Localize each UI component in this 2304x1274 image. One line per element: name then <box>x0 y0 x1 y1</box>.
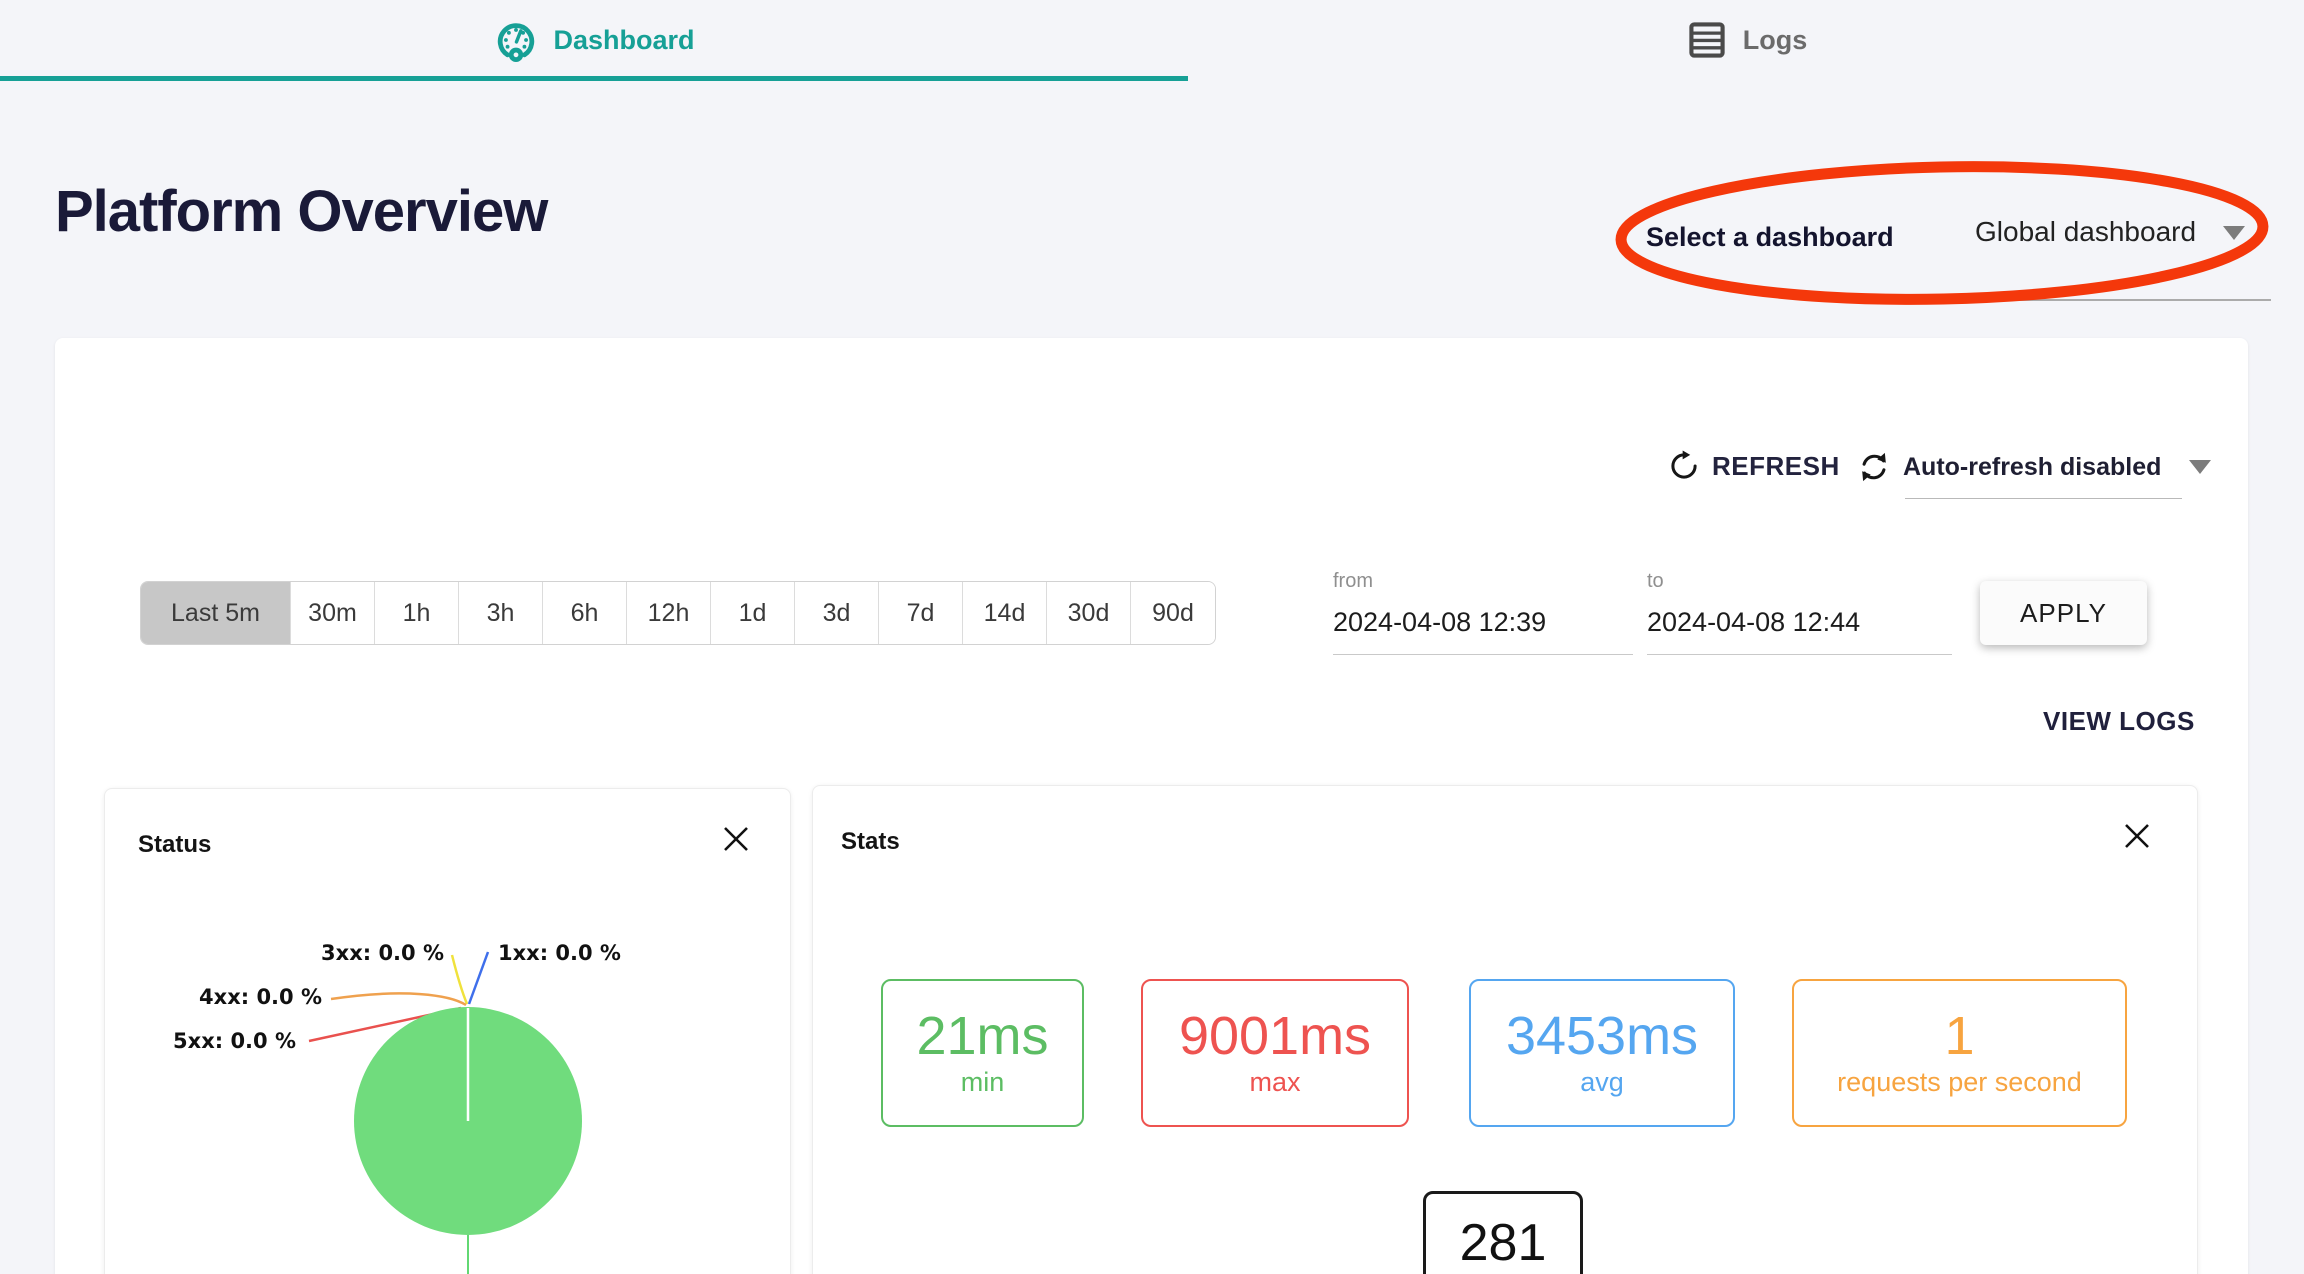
view-logs-link[interactable]: VIEW LOGS <box>2043 706 2195 736</box>
stat-rps-value: 1 <box>1944 1006 1975 1067</box>
time-range-30m[interactable]: 30m <box>291 582 375 644</box>
pie-label-3xx: 3xx: 0.0 % <box>321 941 444 965</box>
stat-max-label: max <box>1249 1066 1301 1097</box>
close-stats-panel-button[interactable] <box>2121 820 2153 857</box>
dashboard-select[interactable]: Global dashboard <box>1975 212 2271 301</box>
refresh-button[interactable]: REFRESH <box>1668 450 1840 482</box>
time-range-12h[interactable]: 12h <box>627 582 711 644</box>
time-range-3h[interactable]: 3h <box>459 582 543 644</box>
time-range-1d[interactable]: 1d <box>711 582 795 644</box>
dashboard-selector-label: Select a dashboard <box>1646 222 1894 252</box>
stat-max: 9001ms max <box>1141 979 1409 1127</box>
stat-total-value: 281 <box>1459 1214 1547 1272</box>
refresh-button-label: REFRESH <box>1712 450 1840 481</box>
stat-min-label: min <box>960 1066 1005 1097</box>
auto-refresh-select[interactable]: Auto-refresh disabled <box>1857 450 2212 484</box>
time-range-6h[interactable]: 6h <box>543 582 627 644</box>
status-panel: Status 3xx: 0.0 % 1xx: 0.0 % 4xx: 0.0 % … <box>104 788 791 1274</box>
time-range-last-5m[interactable]: Last 5m <box>141 582 291 644</box>
time-range-7d[interactable]: 7d <box>879 582 963 644</box>
gauge-icon <box>498 23 535 63</box>
status-panel-title: Status <box>138 831 212 858</box>
chevron-down-icon <box>2189 460 2212 474</box>
refresh-icon <box>1671 450 1697 479</box>
apply-button[interactable]: APPLY <box>1980 581 2147 645</box>
from-value[interactable]: 2024-04-08 12:39 <box>1333 607 1547 637</box>
time-range-1h[interactable]: 1h <box>375 582 459 644</box>
auto-refresh-icon <box>1862 452 1886 482</box>
stats-panel: Stats 21ms min 9001ms max 3453ms avg 1 <box>812 785 2198 1274</box>
tab-dashboard[interactable]: Dashboard <box>0 0 1188 80</box>
select-underline <box>1975 299 2271 301</box>
stat-rps-label: requests per second <box>1837 1066 2082 1097</box>
to-datetime-field[interactable]: to 2024-04-08 12:44 <box>1647 570 1952 655</box>
stat-min: 21ms min <box>881 979 1084 1127</box>
stat-avg: 3453ms avg <box>1469 979 1735 1127</box>
chevron-down-icon <box>2223 226 2245 240</box>
pie-label-5xx: 5xx: 0.0 % <box>173 1029 296 1053</box>
from-datetime-field[interactable]: from 2024-04-08 12:39 <box>1333 570 1633 655</box>
stat-max-value: 9001ms <box>1178 1006 1372 1067</box>
from-label: from <box>1333 570 1373 592</box>
tab-logs[interactable]: Logs <box>1188 0 2304 80</box>
logs-icon <box>1689 22 1725 58</box>
time-range-14d[interactable]: 14d <box>963 582 1047 644</box>
auto-refresh-underline <box>1905 498 2182 499</box>
close-icon <box>724 827 748 851</box>
pie-label-4xx: 4xx: 0.0 % <box>199 985 322 1009</box>
tab-bar: Dashboard Logs <box>0 0 2304 81</box>
dashboard-select-value: Global dashboard <box>1975 216 2197 247</box>
time-range-3d[interactable]: 3d <box>795 582 879 644</box>
from-underline <box>1333 654 1633 655</box>
time-range-90d[interactable]: 90d <box>1131 582 1215 644</box>
to-value[interactable]: 2024-04-08 12:44 <box>1647 607 1861 637</box>
close-status-panel-button[interactable] <box>720 823 752 860</box>
time-range-30d[interactable]: 30d <box>1047 582 1131 644</box>
stat-total: 281 total <box>1423 1191 1583 1274</box>
pie-label-1xx: 1xx: 0.0 % <box>498 941 621 965</box>
auto-refresh-label: Auto-refresh disabled <box>1903 452 2162 481</box>
to-label: to <box>1647 570 1664 592</box>
stats-panel-title: Stats <box>841 828 900 855</box>
tab-logs-label: Logs <box>1742 24 1808 55</box>
to-underline <box>1647 654 1952 655</box>
dashboard-panel: REFRESH Auto-refresh disabled Last 5m 30… <box>55 338 2248 1274</box>
stat-avg-label: avg <box>1580 1066 1624 1097</box>
stat-requests-per-second: 1 requests per second <box>1792 979 2127 1127</box>
stat-min-value: 21ms <box>916 1006 1049 1067</box>
close-icon <box>2125 824 2149 848</box>
stat-avg-value: 3453ms <box>1505 1006 1699 1067</box>
active-tab-indicator <box>0 76 1188 81</box>
time-range-group: Last 5m 30m 1h 3h 6h 12h 1d 3d 7d 14d 30… <box>140 581 1216 645</box>
tab-dashboard-label: Dashboard <box>553 24 695 55</box>
status-pie-chart <box>308 951 582 1274</box>
page-title: Platform Overview <box>55 179 548 244</box>
